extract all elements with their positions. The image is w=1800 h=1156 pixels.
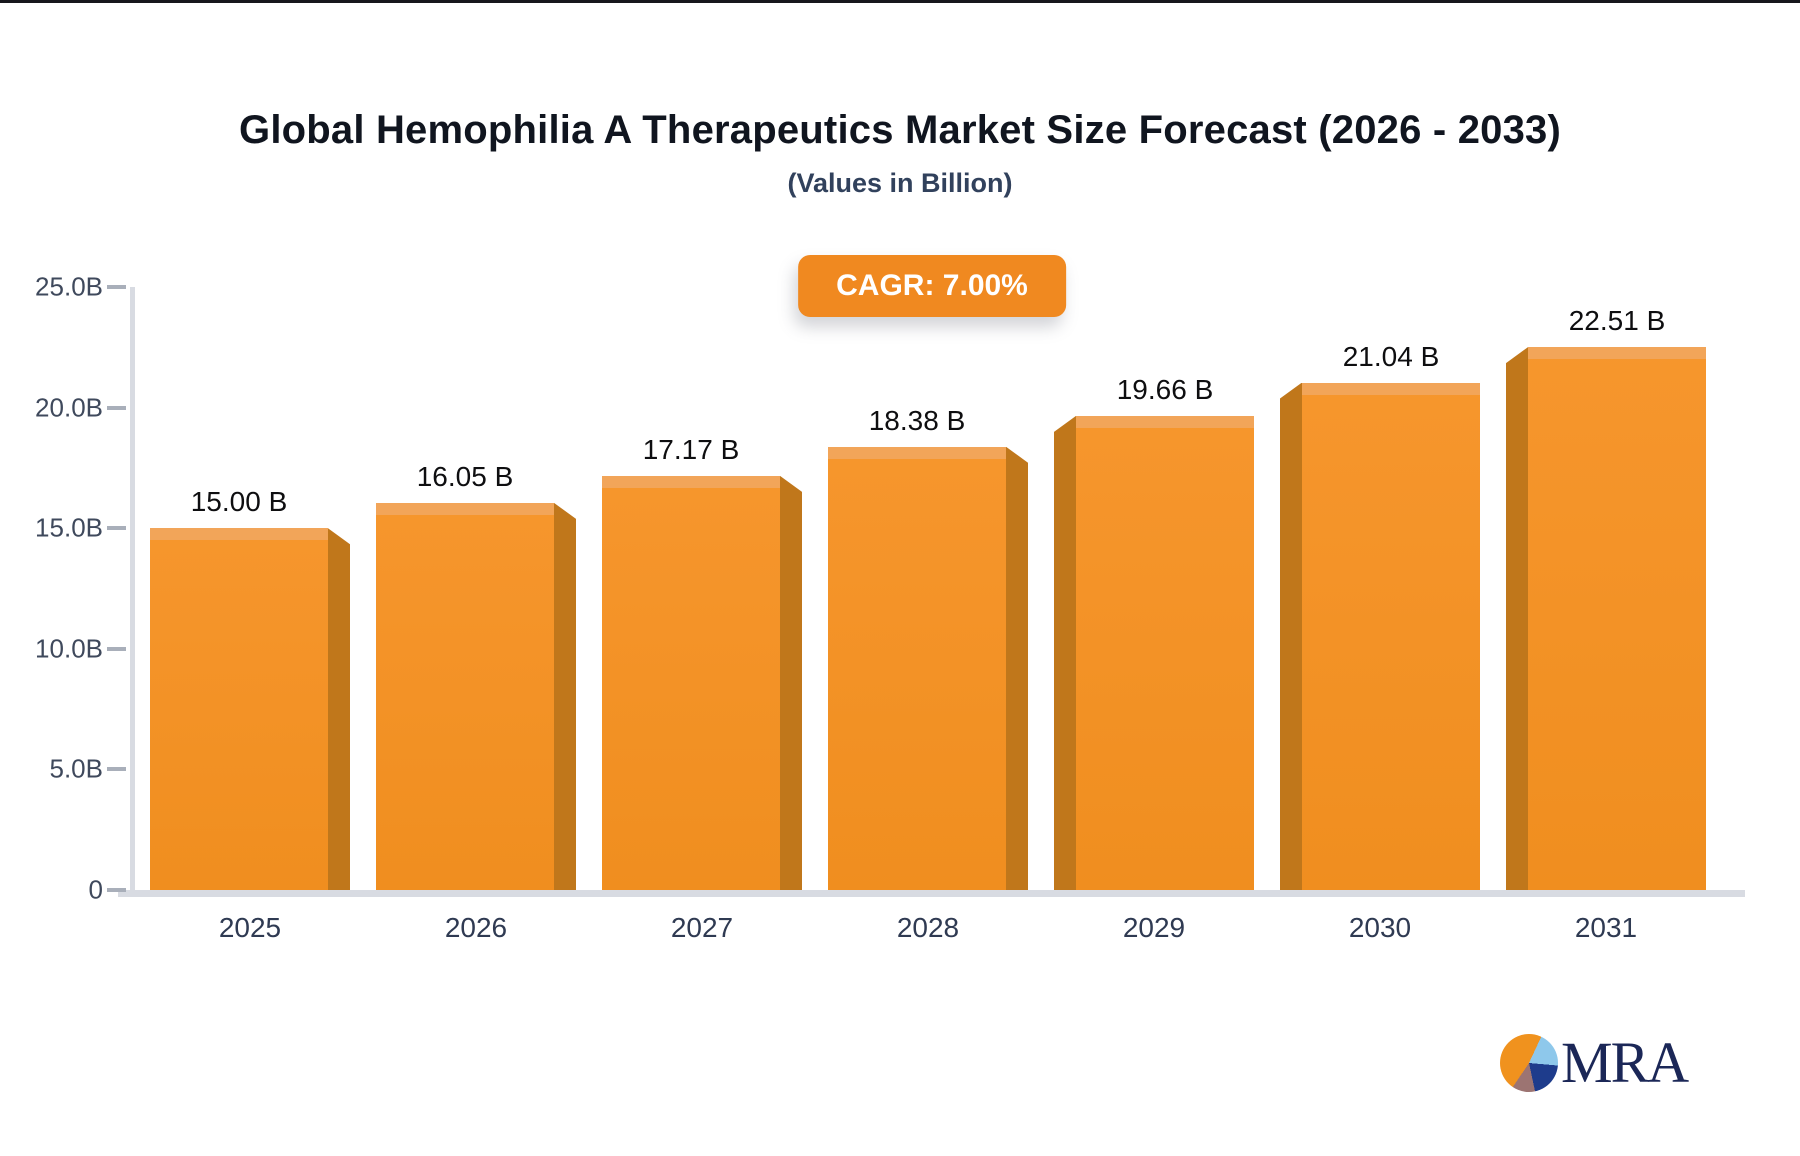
bar-2028: 18.38 B xyxy=(828,405,1028,890)
x-axis-label-2026: 2026 xyxy=(444,912,508,943)
brand-pie-icon xyxy=(1500,1034,1558,1092)
bar-value-label: 19.66 B xyxy=(1116,373,1214,405)
cagr-badge: CAGR: 7.00% xyxy=(798,255,1066,317)
bar-top-face xyxy=(828,446,1006,459)
page-top-border xyxy=(0,0,1800,3)
y-axis-line xyxy=(130,287,135,890)
bar-2030: 21.04 B xyxy=(1280,341,1480,890)
bar-side-face xyxy=(1006,446,1028,890)
bar-front-face xyxy=(602,475,780,890)
chart-subtitle: (Values in Billion) xyxy=(787,168,1013,198)
bar-2027: 17.17 B xyxy=(602,434,802,890)
y-tick-mark xyxy=(107,646,126,651)
bar-front-face xyxy=(150,528,328,890)
bar-top-face xyxy=(1528,347,1706,360)
chart-title: Global Hemophilia A Therapeutics Market … xyxy=(239,108,1561,152)
y-tick-label: 5.0B xyxy=(49,753,104,784)
bar-top-face xyxy=(150,528,328,541)
y-tick-label: 25.0B xyxy=(35,271,103,302)
x-axis-label-2025: 2025 xyxy=(218,912,282,943)
bar-top-face xyxy=(1302,382,1480,395)
x-axis-label-2027: 2027 xyxy=(670,912,734,943)
brand-logo: MRA xyxy=(1500,1030,1689,1095)
bar-front-face xyxy=(376,502,554,890)
bar-value-label: 16.05 B xyxy=(416,460,514,492)
x-axis-baseline xyxy=(118,890,1745,897)
bar-front-face xyxy=(828,446,1006,890)
bar-side-face xyxy=(328,528,350,890)
y-tick-mark xyxy=(107,285,126,289)
y-tick-mark xyxy=(107,767,126,772)
bar-chart-plot-area: 25.0B 20.0B 15.0B 10.0B 5.0B 0 15.00 B 2025 16.… xyxy=(35,272,1745,943)
bar-2026: 16.05 B xyxy=(376,461,576,890)
bar-value-label: 22.51 B xyxy=(1568,305,1666,337)
bar-2025: 15.00 B xyxy=(150,486,350,890)
brand-logo-text: MRA xyxy=(1561,1030,1689,1095)
x-axis-label-2031: 2031 xyxy=(1574,912,1638,943)
bar-value-label: 17.17 B xyxy=(642,433,740,465)
bar-value-label: 15.00 B xyxy=(190,486,288,518)
bar-top-face xyxy=(1076,415,1254,428)
bar-front-face xyxy=(1076,415,1254,890)
bar-top-face xyxy=(376,502,554,515)
bar-side-face xyxy=(780,475,802,890)
bar-front-face xyxy=(1528,347,1706,890)
y-tick-label: 15.0B xyxy=(35,512,103,543)
y-tick-mark xyxy=(107,405,126,410)
bar-value-label: 21.04 B xyxy=(1342,340,1440,372)
bar-top-face xyxy=(602,475,780,488)
bar-side-face xyxy=(1054,415,1076,890)
bar-side-face xyxy=(1506,347,1528,890)
x-axis-label-2028: 2028 xyxy=(896,912,960,943)
y-tick-mark xyxy=(107,526,126,531)
x-axis-label-2030: 2030 xyxy=(1348,912,1412,943)
x-axis-label-2029: 2029 xyxy=(1122,912,1186,943)
bar-side-face xyxy=(554,502,576,890)
bar-2031: 22.51 B xyxy=(1506,305,1706,890)
bar-front-face xyxy=(1302,382,1480,890)
y-tick-label: 10.0B xyxy=(35,633,103,664)
y-tick-label: 20.0B xyxy=(35,392,103,423)
bar-value-label: 18.38 B xyxy=(868,404,966,436)
bar-2029: 19.66 B xyxy=(1054,374,1254,890)
bar-side-face xyxy=(1280,382,1302,890)
y-tick-mark xyxy=(107,888,126,892)
y-tick-label: 0 xyxy=(88,874,103,905)
